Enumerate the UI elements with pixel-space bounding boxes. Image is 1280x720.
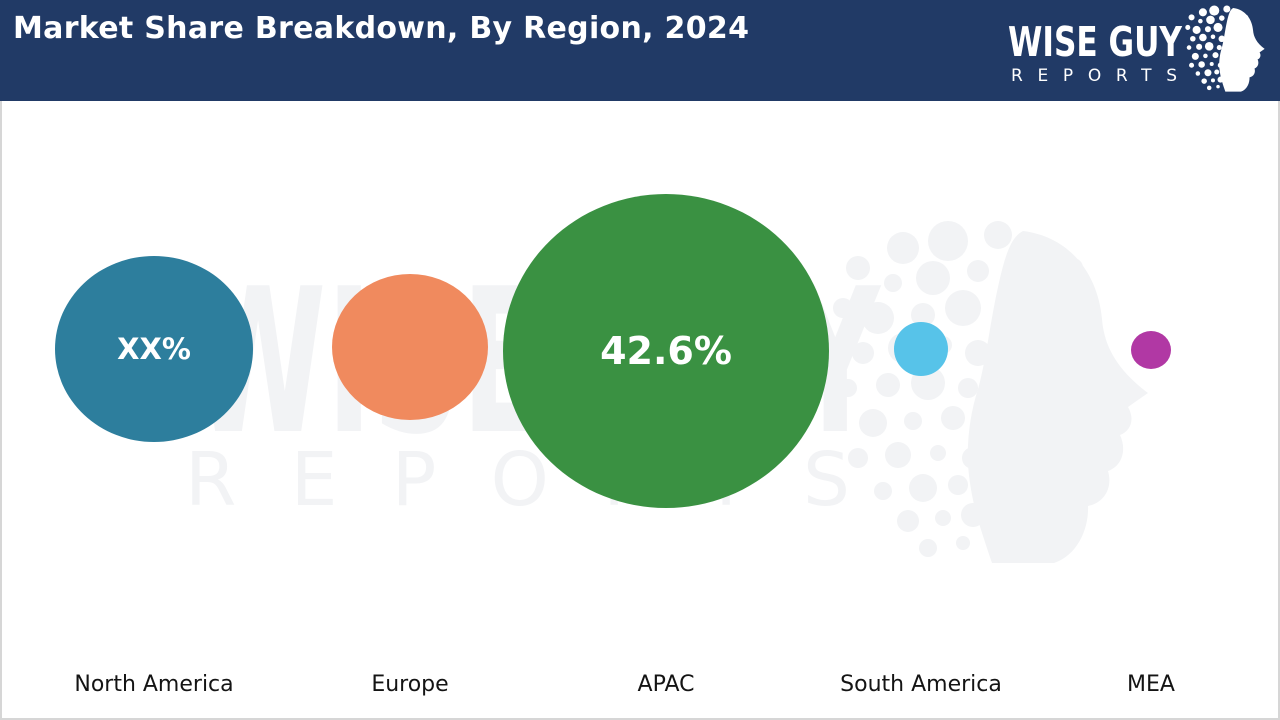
- category-label-south-america: South America: [840, 672, 1002, 697]
- bubble-south-america: [894, 322, 948, 376]
- logo-subtext: REPORTS: [1011, 66, 1177, 86]
- header-bar: Market Share Breakdown, By Region, 2024 …: [0, 0, 1280, 101]
- bubble-north-america: XX%: [55, 256, 253, 442]
- category-label-apac: APAC: [637, 672, 695, 697]
- bubble-apac: 42.6%: [503, 194, 829, 508]
- bubble-value-label: 42.6%: [600, 329, 732, 373]
- category-label-north-america: North America: [74, 672, 234, 697]
- wiseguy-logo: WISE GUY REPORTS: [1008, 5, 1265, 92]
- bubble-mea: [1131, 331, 1171, 369]
- logo-head-icon: [1185, 5, 1265, 92]
- category-label-europe: Europe: [371, 672, 449, 697]
- page-title: Market Share Breakdown, By Region, 2024: [13, 11, 750, 46]
- category-label-mea: MEA: [1127, 672, 1175, 697]
- bubble-europe: [332, 274, 488, 420]
- logo-wordmark: WISE GUY: [1008, 18, 1183, 66]
- bubble-value-label: XX%: [117, 332, 191, 366]
